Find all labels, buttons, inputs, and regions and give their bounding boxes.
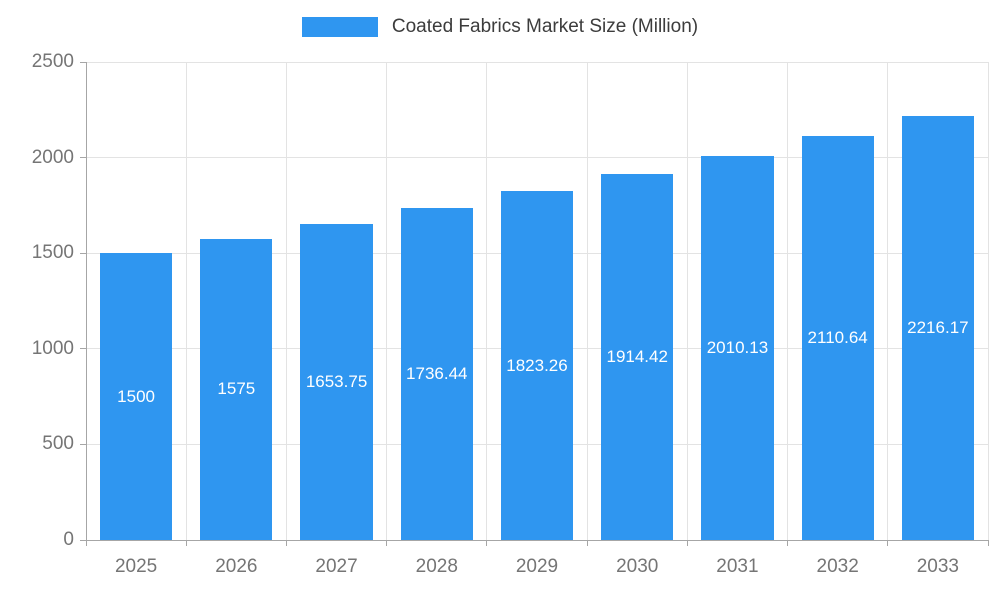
y-axis-tick [80, 348, 86, 350]
x-axis-tick [987, 540, 989, 546]
x-tick-label: 2028 [415, 556, 458, 577]
x-axis-tick [486, 540, 488, 546]
bar-value-label: 2010.13 [706, 337, 769, 357]
gridline-horizontal [86, 61, 988, 63]
gridline-vertical [386, 62, 388, 540]
x-axis-tick [887, 540, 889, 546]
y-tick-label: 500 [42, 433, 74, 455]
gridline-vertical [787, 62, 789, 540]
x-axis-tick [386, 540, 388, 546]
x-axis-tick [686, 540, 688, 546]
gridline-horizontal [86, 157, 988, 159]
y-axis-tick [80, 443, 86, 445]
bar: 1575 [200, 238, 273, 540]
gridline-vertical [285, 62, 287, 540]
y-axis: 0 500 1000 1500 2000 2500 [0, 51, 74, 550]
bar: 1736.44 [400, 208, 473, 540]
bar-value-label: 1823.26 [506, 355, 568, 375]
y-axis-tick [80, 539, 86, 541]
y-axis-tick [80, 61, 86, 63]
plot-area: 1500 1575 1653.75 1736.44 1823.26 1914.42 2010… [80, 61, 989, 546]
bar-value-label: 1653.75 [305, 371, 368, 391]
bar-value-label: 1914.42 [606, 346, 668, 366]
bar: 1653.75 [300, 223, 373, 540]
x-axis-tick [185, 540, 187, 546]
x-tick-label: 2025 [114, 556, 158, 577]
x-tick-label: 2030 [616, 556, 659, 577]
bar: 1823.26 [500, 191, 574, 540]
x-tick-label: 2031 [716, 556, 759, 577]
x-tick-label: 2032 [816, 556, 859, 577]
gridline-horizontal [86, 539, 988, 541]
y-tick-label: 2000 [31, 146, 74, 168]
legend-label: Coated Fabrics Market Size (Million) [391, 16, 699, 37]
y-tick-label: 1500 [31, 242, 74, 264]
x-axis-tick [285, 540, 287, 546]
bar-value-label: 1500 [117, 386, 156, 406]
x-tick-label: 2029 [515, 556, 559, 577]
x-axis: 2025 2026 2027 2028 2029 2030 2031 2032 2033 [86, 546, 988, 586]
y-tick-label: 0 [63, 529, 74, 550]
bar: 1500 [100, 253, 173, 540]
bar: 2216.17 [901, 116, 974, 540]
x-axis-tick [85, 540, 87, 546]
y-tick-label: 2500 [31, 51, 74, 72]
bar-value-label: 1575 [217, 379, 256, 399]
x-tick-label: 2033 [916, 556, 960, 577]
gridline-vertical [586, 62, 588, 540]
x-axis-tick [787, 540, 789, 546]
bar-value-label: 2110.64 [807, 328, 868, 348]
legend-swatch [301, 17, 378, 37]
legend[interactable]: Coated Fabrics Market Size (Million) [0, 14, 1000, 40]
x-axis-tick [586, 540, 588, 546]
x-tick-label: 2027 [315, 556, 358, 577]
bar: 2010.13 [701, 155, 774, 540]
gridline-vertical [686, 62, 688, 540]
gridline-vertical [987, 62, 989, 540]
x-tick-label: 2026 [215, 556, 258, 577]
bar-value-label: 2216.17 [907, 318, 969, 338]
gridline-vertical [486, 62, 488, 540]
y-axis-tick [80, 157, 86, 159]
bar-value-label: 1736.44 [406, 364, 468, 383]
gridline-vertical [185, 62, 187, 540]
gridline-vertical [887, 62, 889, 540]
y-tick-label: 1000 [31, 337, 74, 359]
bar: 2110.64 [801, 136, 874, 540]
gridline-vertical [85, 62, 87, 540]
bar: 1914.42 [601, 173, 674, 540]
y-axis-tick [80, 252, 86, 254]
